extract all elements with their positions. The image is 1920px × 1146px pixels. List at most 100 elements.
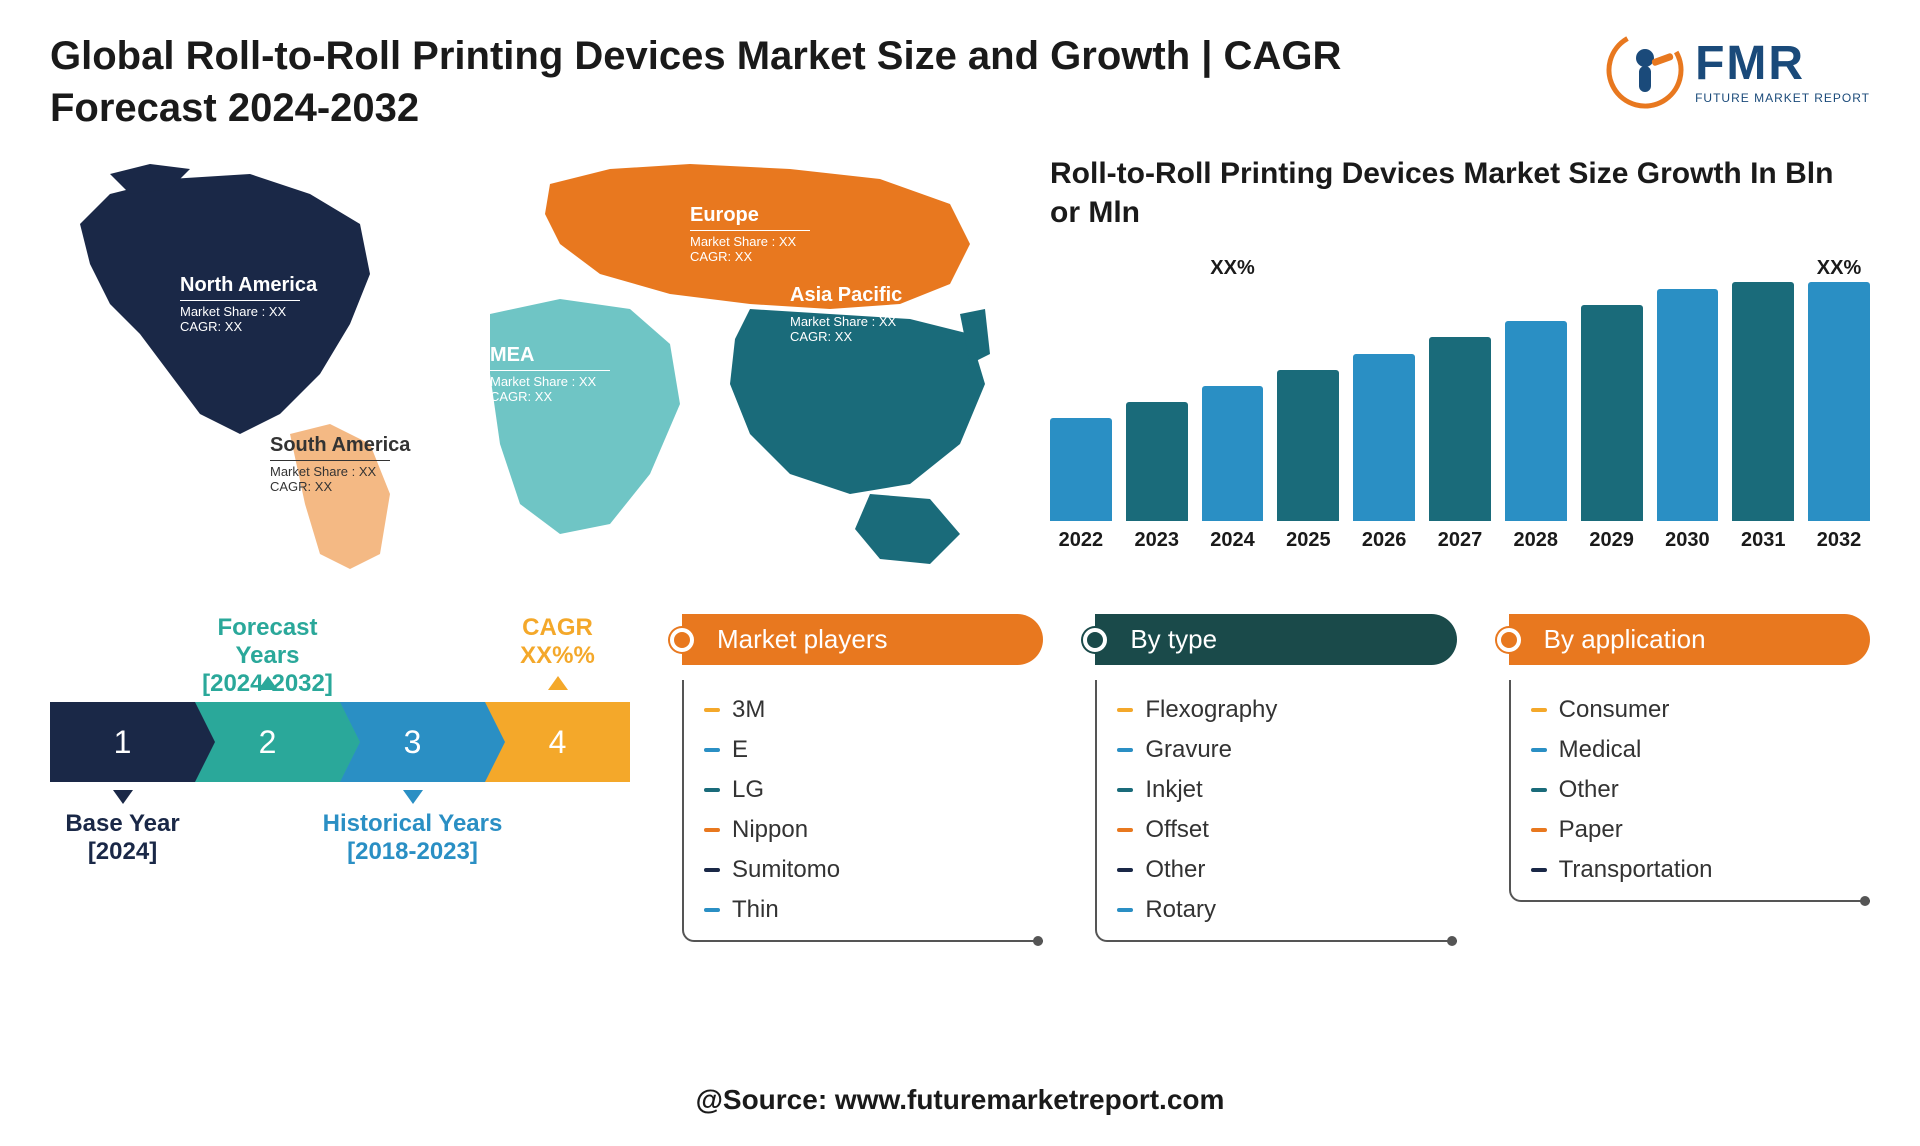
bar-year-label: 2027 bbox=[1438, 529, 1483, 552]
timeline-label-top: CAGRXX%% bbox=[485, 614, 630, 670]
category-item: Consumer bbox=[1531, 690, 1870, 730]
bar-annotation: XX% bbox=[1817, 257, 1861, 280]
category-item-label: Consumer bbox=[1559, 696, 1670, 724]
tick-icon bbox=[1531, 748, 1547, 752]
timeline: Forecast Years[2024-2032]CAGRXX%% 1234 B… bbox=[50, 614, 630, 890]
logo-sub-text: FUTURE MARKET REPORT bbox=[1695, 91, 1870, 105]
bottom-row: Forecast Years[2024-2032]CAGRXX%% 1234 B… bbox=[50, 614, 1870, 942]
category-header: Market players bbox=[670, 614, 1043, 665]
bar-rect bbox=[1808, 282, 1870, 521]
category-item: Offset bbox=[1117, 810, 1456, 850]
bar-2025: 2025 bbox=[1277, 282, 1339, 552]
category-list: Consumer Medical OtherPaper Transportation bbox=[1509, 680, 1870, 902]
category-item: Other bbox=[1531, 770, 1870, 810]
tick-icon bbox=[1531, 828, 1547, 832]
category-item-label: E bbox=[732, 736, 748, 764]
category-item-label: Sumitomo bbox=[732, 856, 840, 884]
bar-year-label: 2029 bbox=[1589, 529, 1634, 552]
arrow-down-icon bbox=[403, 790, 423, 804]
category-item-label: Flexography bbox=[1145, 696, 1277, 724]
bar-year-label: 2032 bbox=[1817, 529, 1862, 552]
timeline-bar: 1234 bbox=[50, 702, 630, 782]
category-item: Inkjet bbox=[1117, 770, 1456, 810]
bar-2028: 2028 bbox=[1505, 282, 1567, 552]
category-item: Flexography bbox=[1117, 690, 1456, 730]
timeline-label-bottom: Base Year[2024] bbox=[30, 810, 215, 866]
page-title: Global Roll-to-Roll Printing Devices Mar… bbox=[50, 30, 1350, 134]
category-dot-icon bbox=[1083, 628, 1107, 652]
bar-year-label: 2028 bbox=[1514, 529, 1559, 552]
bar-year-label: 2031 bbox=[1741, 529, 1786, 552]
region-label-ap: Asia PacificMarket Share : XXCAGR: XX bbox=[790, 284, 910, 344]
bar-year-label: 2030 bbox=[1665, 529, 1710, 552]
category-dot-icon bbox=[1497, 628, 1521, 652]
tick-icon bbox=[704, 828, 720, 832]
category-item-label: LG bbox=[732, 776, 764, 804]
bar-rect bbox=[1050, 418, 1112, 521]
bar-rect bbox=[1126, 402, 1188, 521]
bar-year-label: 2023 bbox=[1134, 529, 1179, 552]
category-title: Market players bbox=[682, 614, 1043, 665]
header: Global Roll-to-Roll Printing Devices Mar… bbox=[50, 30, 1870, 134]
category-block-0: Market players 3M E LG Nippon Sumitomo Thin bbox=[670, 614, 1043, 942]
category-item-label: Medical bbox=[1559, 736, 1642, 764]
tick-icon bbox=[1531, 868, 1547, 872]
bar-2024: XX%2024 bbox=[1202, 282, 1264, 552]
category-title: By application bbox=[1509, 614, 1870, 665]
category-item: Other bbox=[1117, 850, 1456, 890]
category-block-1: By type Flexography GravureInkjet Offset Oth… bbox=[1083, 614, 1456, 942]
bar-2032: XX%2032 bbox=[1808, 282, 1870, 552]
category-header: By application bbox=[1497, 614, 1870, 665]
main-row: North AmericaMarket Share : XXCAGR: XXSo… bbox=[50, 154, 1870, 574]
arrow-up-icon bbox=[258, 676, 278, 690]
category-item: Thin bbox=[704, 890, 1043, 930]
category-item-label: Other bbox=[1145, 856, 1205, 884]
bar-2022: 2022 bbox=[1050, 282, 1112, 552]
category-dot-icon bbox=[670, 628, 694, 652]
category-item-label: Offset bbox=[1145, 816, 1209, 844]
arrow-up-icon bbox=[548, 676, 568, 690]
category-block-2: By application Consumer Medical OtherPaper T… bbox=[1497, 614, 1870, 942]
bar-2027: 2027 bbox=[1429, 282, 1491, 552]
logo-icon bbox=[1605, 30, 1685, 110]
category-list: Flexography GravureInkjet Offset Other Rotar… bbox=[1095, 680, 1456, 942]
category-item: Paper bbox=[1531, 810, 1870, 850]
bar-year-label: 2026 bbox=[1362, 529, 1407, 552]
timeline-bottom-labels: Base Year[2024]Historical Years[2018-202… bbox=[50, 790, 630, 890]
tick-icon bbox=[1117, 868, 1133, 872]
tick-icon bbox=[704, 868, 720, 872]
bar-2029: 2029 bbox=[1581, 282, 1643, 552]
category-item: Gravure bbox=[1117, 730, 1456, 770]
region-label-mea: MEAMarket Share : XXCAGR: XX bbox=[490, 344, 610, 404]
chart-bars: 2022 2023 XX%2024 2025 2026 2027 2028 2029 2030 2… bbox=[1050, 252, 1870, 552]
tick-icon bbox=[704, 908, 720, 912]
source-text: @Source: www.futuremarketreport.com bbox=[696, 1084, 1225, 1116]
timeline-segment-2: 2 bbox=[195, 702, 340, 782]
tick-icon bbox=[1117, 788, 1133, 792]
category-item-label: Nippon bbox=[732, 816, 808, 844]
timeline-top-labels: Forecast Years[2024-2032]CAGRXX%% bbox=[50, 614, 630, 694]
bar-rect bbox=[1657, 289, 1719, 521]
tick-icon bbox=[1531, 788, 1547, 792]
bar-year-label: 2025 bbox=[1286, 529, 1331, 552]
bar-rect bbox=[1429, 337, 1491, 521]
logo-text: FMR FUTURE MARKET REPORT bbox=[1695, 36, 1870, 105]
tick-icon bbox=[1117, 908, 1133, 912]
timeline-label-bottom: Historical Years[2018-2023] bbox=[320, 810, 505, 866]
fmr-logo: FMR FUTURE MARKET REPORT bbox=[1605, 30, 1870, 110]
tick-icon bbox=[1117, 828, 1133, 832]
category-header: By type bbox=[1083, 614, 1456, 665]
category-item: 3M bbox=[704, 690, 1043, 730]
bar-rect bbox=[1581, 305, 1643, 521]
category-title: By type bbox=[1095, 614, 1456, 665]
bar-annotation: XX% bbox=[1210, 257, 1254, 280]
timeline-segment-1: 1 bbox=[50, 702, 195, 782]
category-item-label: 3M bbox=[732, 696, 765, 724]
bar-rect bbox=[1277, 370, 1339, 521]
region-label-na: North AmericaMarket Share : XXCAGR: XX bbox=[180, 274, 317, 334]
category-item: Nippon bbox=[704, 810, 1043, 850]
category-item-label: Transportation bbox=[1559, 856, 1713, 884]
chart-title: Roll-to-Roll Printing Devices Market Siz… bbox=[1050, 154, 1870, 232]
tick-icon bbox=[704, 788, 720, 792]
category-item: Rotary bbox=[1117, 890, 1456, 930]
